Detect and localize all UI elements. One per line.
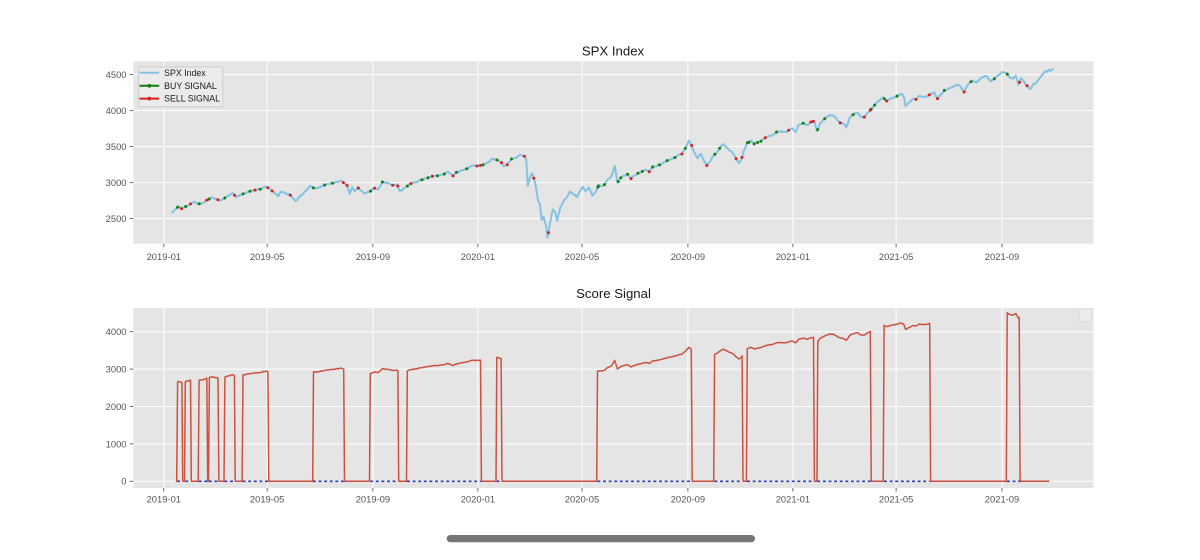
svg-text:4000: 4000 <box>106 326 127 337</box>
svg-text:2019-05: 2019-05 <box>250 494 284 505</box>
svg-text:2021-05: 2021-05 <box>879 251 913 262</box>
svg-text:2019-05: 2019-05 <box>250 251 284 262</box>
svg-text:2021-01: 2021-01 <box>776 494 810 505</box>
svg-text:4500: 4500 <box>106 69 127 80</box>
svg-text:2021-01: 2021-01 <box>776 251 810 262</box>
svg-text:2019-09: 2019-09 <box>356 251 390 262</box>
svg-text:4000: 4000 <box>106 105 127 116</box>
svg-text:2020-09: 2020-09 <box>671 494 705 505</box>
svg-text:3000: 3000 <box>106 364 127 375</box>
svg-text:3500: 3500 <box>106 141 127 152</box>
svg-text:2020-05: 2020-05 <box>565 251 599 262</box>
svg-text:2021-09: 2021-09 <box>985 494 1019 505</box>
svg-text:2021-09: 2021-09 <box>985 251 1019 262</box>
svg-text:2500: 2500 <box>106 213 127 224</box>
svg-text:3000: 3000 <box>106 177 127 188</box>
svg-text:SELL SIGNAL: SELL SIGNAL <box>164 94 220 104</box>
svg-text:2021-05: 2021-05 <box>879 494 913 505</box>
svg-text:2000: 2000 <box>106 401 127 412</box>
svg-text:BUY SIGNAL: BUY SIGNAL <box>164 81 217 91</box>
svg-text:2019-01: 2019-01 <box>147 494 181 505</box>
svg-text:2020-05: 2020-05 <box>565 494 599 505</box>
svg-text:2020-09: 2020-09 <box>671 251 705 262</box>
svg-text:2020-01: 2020-01 <box>461 251 495 262</box>
svg-text:Score Signal: Score Signal <box>576 286 651 301</box>
svg-text:2019-09: 2019-09 <box>356 494 390 505</box>
svg-text:0: 0 <box>121 476 126 487</box>
svg-text:SPX Index: SPX Index <box>582 43 645 58</box>
svg-text:2020-01: 2020-01 <box>461 494 495 505</box>
svg-text:1000: 1000 <box>106 438 127 449</box>
svg-text:2019-01: 2019-01 <box>147 251 181 262</box>
svg-text:SPX Index: SPX Index <box>164 68 206 78</box>
